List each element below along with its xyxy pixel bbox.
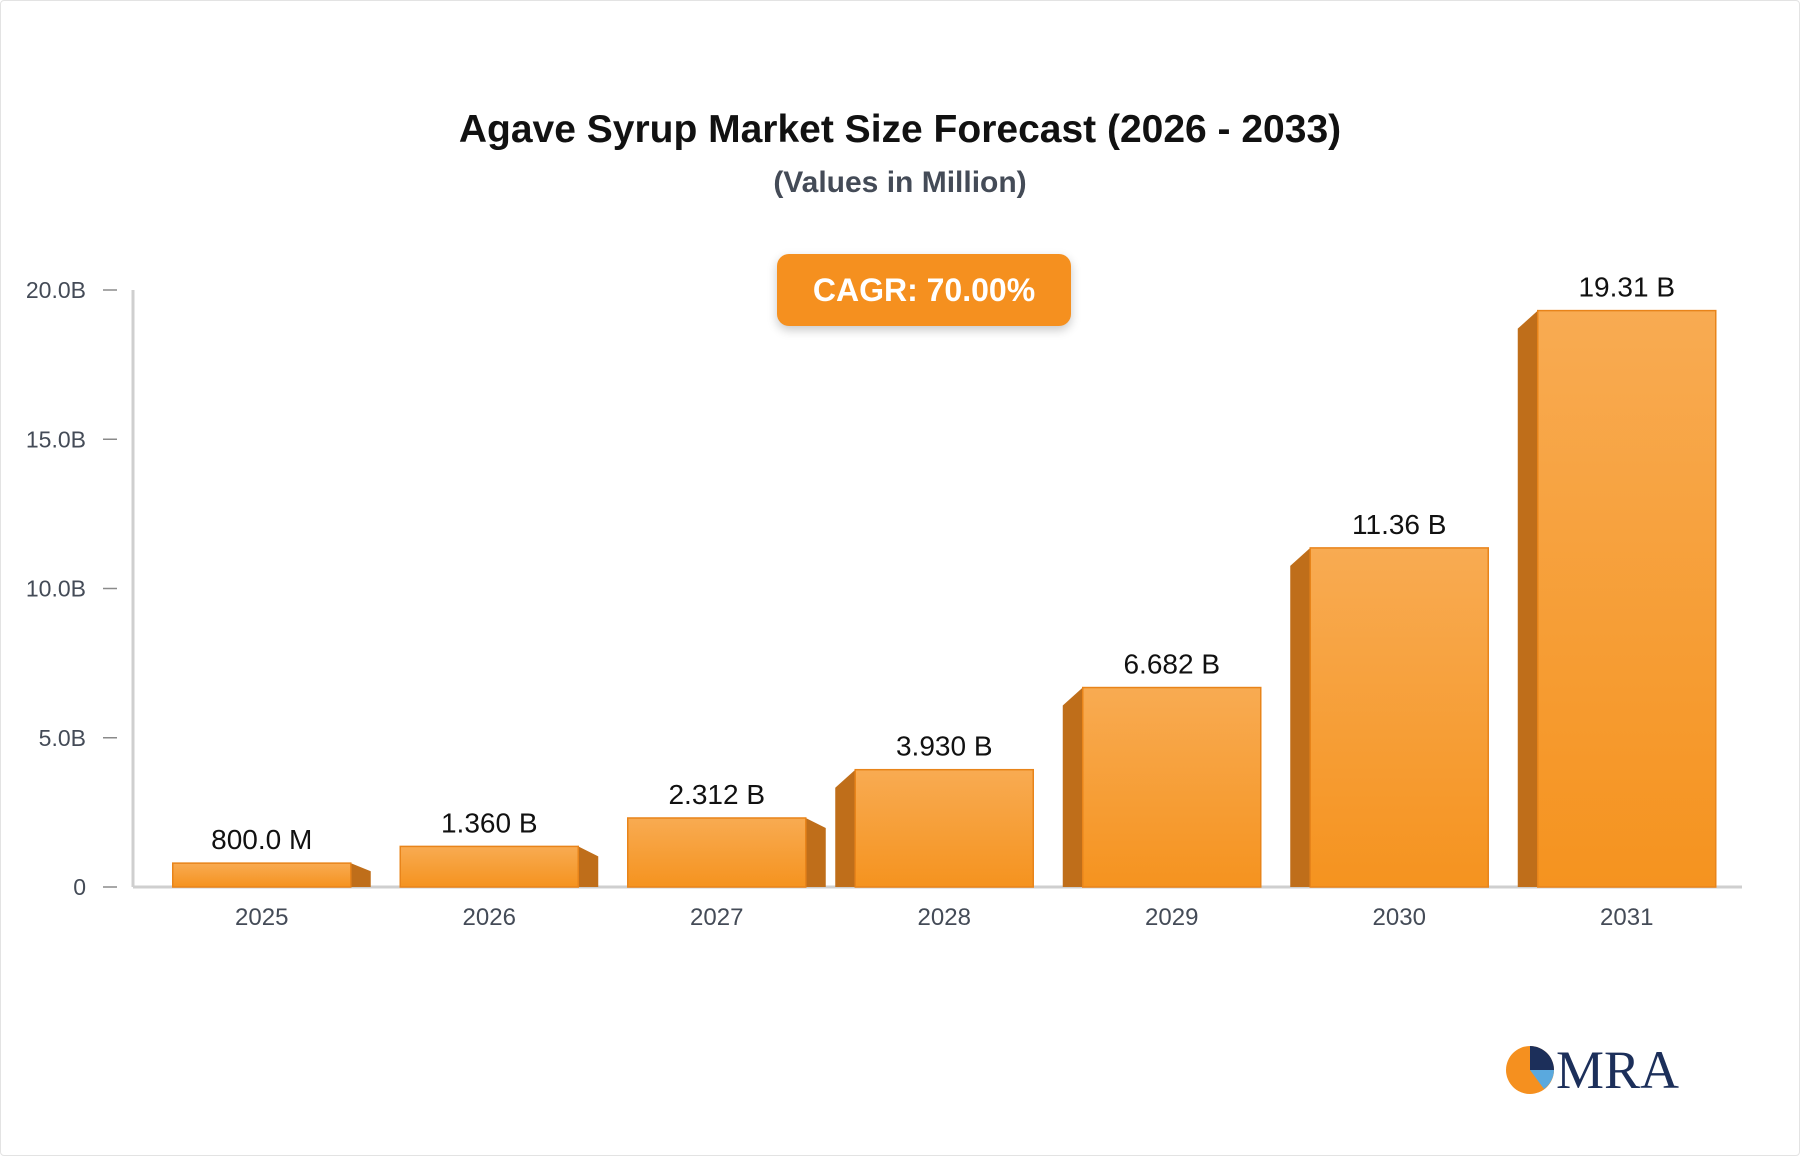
bar-front-face [1082,686,1262,888]
bar-front-face [172,862,352,888]
bar-value-label: 3.930 B [896,731,993,762]
y-tick-label: 5.0B [39,725,86,751]
x-tick-label: 2030 [1373,904,1426,931]
chart-subtitle: (Values in Million) [773,166,1027,199]
bar-value-label: 11.36 B [1352,509,1446,540]
x-tick-label: 2029 [1145,904,1198,931]
x-tick-label: 2031 [1600,904,1653,931]
bar-front-face [1537,309,1717,888]
bar-value-label: 1.360 B [441,807,538,838]
logo-text: MRA [1556,1040,1679,1100]
bar-front-face [854,768,1034,888]
bar-side-face [805,817,826,887]
bar-side-face [350,863,371,887]
y-tick-label: 10.0B [26,576,86,602]
bar-2030: 11.36 B 2030 [1290,509,1489,931]
cagr-badge: CAGR: 70.00% [777,254,1071,326]
bar-front-face [1309,547,1489,888]
bar-2027: 2.312 B 2027 [627,779,826,931]
bar-side-face [1062,687,1083,887]
bar-side-face [835,769,856,887]
bar-value-label: 800.0 M [211,824,312,855]
y-tick-label: 0 [73,874,86,900]
bar-2025: 800.0 M 2025 [172,824,371,931]
chart-title: Agave Syrup Market Size Forecast (2026 -… [458,108,1342,151]
x-tick-label: 2025 [235,904,288,931]
x-tick-label: 2027 [690,904,743,931]
x-tick-label: 2028 [918,904,971,931]
bar-side-face [578,846,599,887]
y-tick-label: 20.0B [26,277,86,303]
y-tick-label: 15.0B [26,426,86,452]
bar-front-face [399,845,579,888]
bar-2028: 3.930 B 2028 [835,731,1034,931]
bar-value-label: 19.31 B [1578,272,1675,303]
bar-2026: 1.360 B 2026 [399,807,599,931]
chart-bars: 800.0 M 2025 1.360 B 2026 2.312 B 2027 3.930 B… [172,272,1717,931]
bar-2031: 19.31 B 2031 [1517,272,1717,931]
bar-value-label: 2.312 B [668,779,765,810]
bar-side-face [1290,547,1311,887]
mra-logo: MRA [1506,1040,1679,1100]
bar-value-label: 6.682 B [1123,649,1220,680]
bar-side-face [1517,310,1538,887]
x-tick-label: 2026 [463,904,516,931]
bar-front-face [627,817,807,888]
bar-2029: 6.682 B 2029 [1062,649,1262,931]
